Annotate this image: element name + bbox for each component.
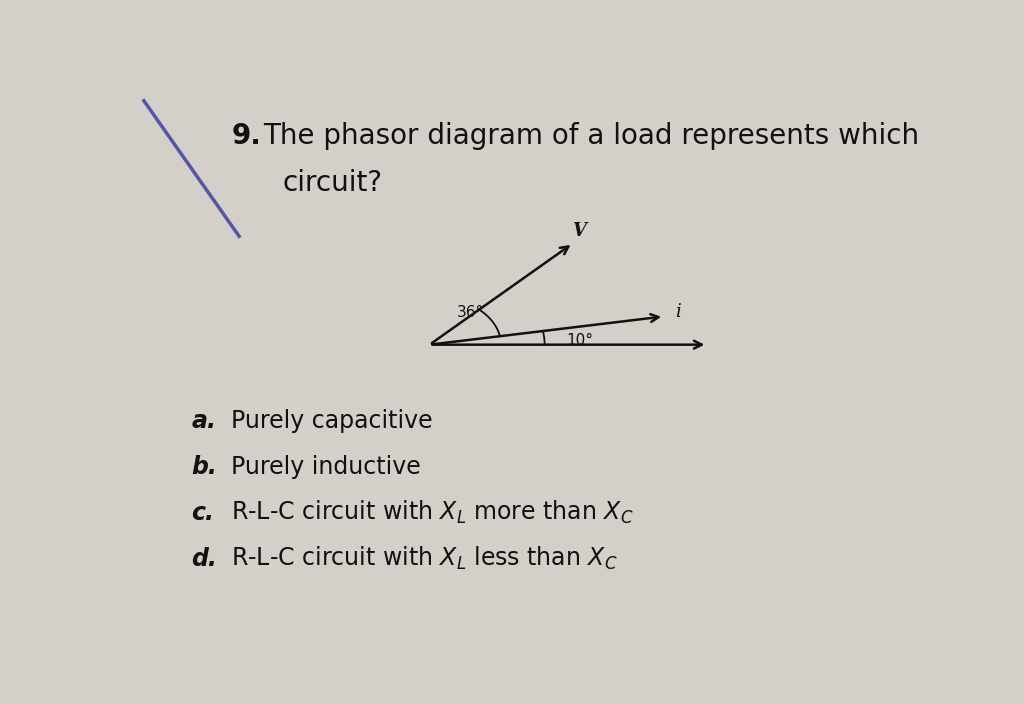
Text: Purely inductive: Purely inductive [231,455,421,479]
Text: 9.: 9. [231,122,261,151]
Text: The phasor diagram of a load represents which: The phasor diagram of a load represents … [263,122,919,151]
Text: c.: c. [191,501,214,524]
Text: i: i [676,303,681,321]
Text: V: V [572,222,587,240]
Text: Purely capacitive: Purely capacitive [231,408,433,432]
Text: b.: b. [191,455,217,479]
Text: a.: a. [191,408,216,432]
Text: R-L-C circuit with $X_L$ more than $X_C$: R-L-C circuit with $X_L$ more than $X_C$ [231,499,634,527]
Text: d.: d. [191,547,217,571]
Text: 36°: 36° [457,305,484,320]
Text: circuit?: circuit? [283,168,383,196]
Text: 10°: 10° [566,333,593,348]
Text: R-L-C circuit with $X_L$ less than $X_C$: R-L-C circuit with $X_L$ less than $X_C$ [231,545,617,572]
